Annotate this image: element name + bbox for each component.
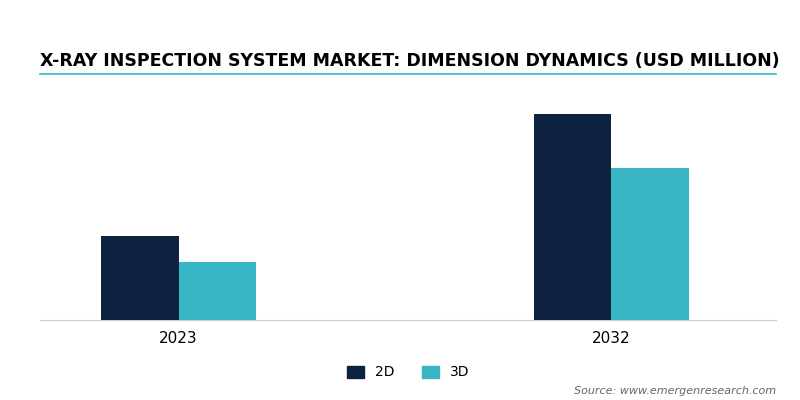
Bar bbox=[178, 262, 257, 320]
Legend: 2D, 3D: 2D, 3D bbox=[342, 360, 474, 385]
Text: X-RAY INSPECTION SYSTEM MARKET: DIMENSION DYNAMICS (USD MILLION): X-RAY INSPECTION SYSTEM MARKET: DIMENSIO… bbox=[40, 52, 780, 70]
Bar bbox=[101, 236, 178, 320]
Text: Source: www.emergenresearch.com: Source: www.emergenresearch.com bbox=[574, 386, 776, 396]
Bar bbox=[611, 168, 690, 320]
Bar bbox=[534, 114, 611, 320]
